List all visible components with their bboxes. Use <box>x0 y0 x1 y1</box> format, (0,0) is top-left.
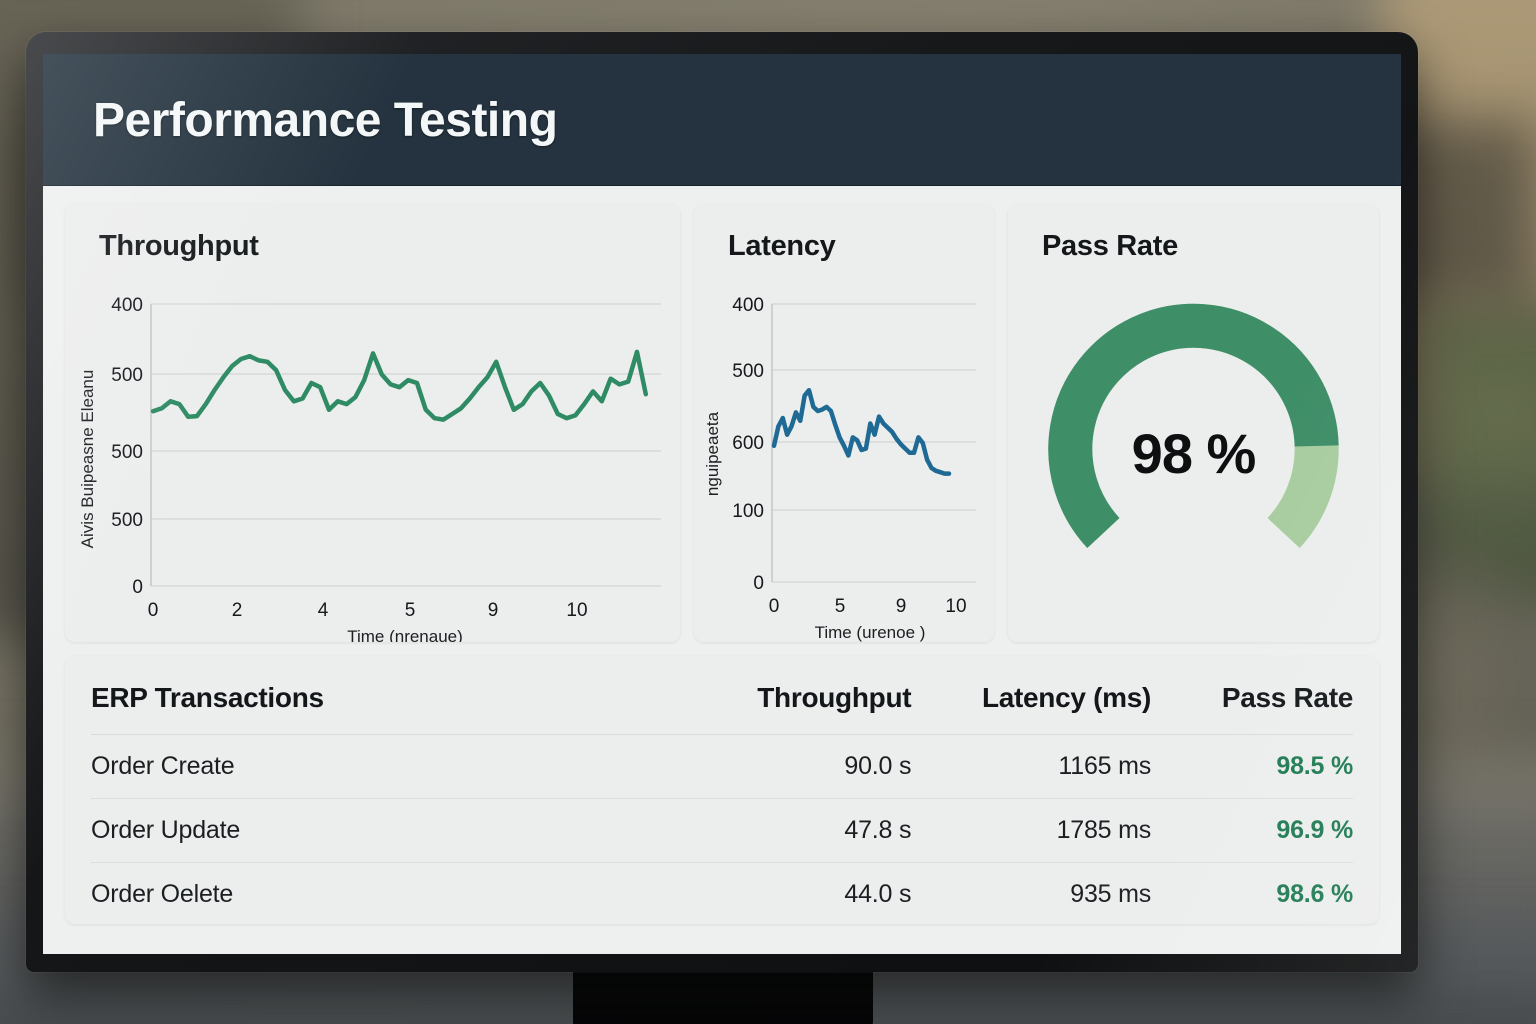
dashboard-body: Throughput 400 500 500 500 <box>43 186 1401 940</box>
monitor-bezel: Performance Testing Throughput <box>26 32 1418 972</box>
throughput-ytick-2: 500 <box>111 442 143 463</box>
throughput-ytick-3: 500 <box>111 510 143 531</box>
card-pass-rate-title: Pass Rate <box>1042 230 1178 262</box>
row-throughput: 90.0 s <box>671 734 911 799</box>
throughput-xtick-5: 10 <box>566 600 587 621</box>
page-title: Performance Testing <box>93 93 558 147</box>
card-latency[interactable]: Latency 400 500 600 100 0 0 <box>694 204 994 642</box>
latency-xtick-1: 5 <box>835 596 846 617</box>
latency-series-line <box>771 387 952 476</box>
gauge-value-arc <box>1048 303 1339 548</box>
card-throughput[interactable]: Throughput 400 500 500 500 <box>65 204 680 642</box>
app-header: Performance Testing <box>43 54 1401 186</box>
table-header-row: ERP Transactions Throughput Latency (ms)… <box>91 656 1353 735</box>
col-header-name[interactable]: ERP Transactions <box>91 656 672 735</box>
row-name: Order Create <box>91 734 672 799</box>
erp-transactions-table-card: ERP Transactions Throughput Latency (ms)… <box>65 656 1379 924</box>
latency-ytick-4: 0 <box>753 573 764 594</box>
throughput-line-chart: 400 500 500 500 0 0 2 4 5 9 10 Time (nre… <box>78 295 661 642</box>
row-latency: 935 ms <box>911 862 1151 924</box>
monitor-stand <box>573 968 873 1024</box>
row-latency: 1165 ms <box>911 734 1151 799</box>
pass-rate-value: 98 % <box>1131 421 1257 485</box>
row-throughput: 44.0 s <box>671 862 911 924</box>
latency-ytick-1: 500 <box>732 361 764 382</box>
table-row[interactable]: Order Oelete 44.0 s 935 ms 98.6 % <box>91 862 1353 924</box>
throughput-xtick-1: 2 <box>232 600 243 621</box>
latency-yaxis-label: nguipeaeta <box>703 411 722 496</box>
latency-ytick-0: 400 <box>732 295 764 316</box>
row-name: Order Oelete <box>91 862 672 924</box>
latency-line-chart: 400 500 600 100 0 0 5 9 10 Time (urenoe … <box>703 295 976 642</box>
throughput-ytick-1: 500 <box>111 365 143 386</box>
throughput-xtick-4: 9 <box>488 600 499 621</box>
throughput-xtick-0: 0 <box>148 600 159 621</box>
row-pass-rate: 98.6 % <box>1151 862 1353 924</box>
latency-ytick-3: 100 <box>732 501 764 522</box>
col-header-latency[interactable]: Latency (ms) <box>911 656 1151 735</box>
col-header-throughput[interactable]: Throughput <box>671 656 912 735</box>
row-latency: 1785 ms <box>911 798 1151 863</box>
throughput-series-line <box>150 349 649 422</box>
table-head: ERP Transactions Throughput Latency (ms)… <box>91 656 1353 735</box>
latency-xtick-0: 0 <box>769 596 780 617</box>
card-latency-title: Latency <box>728 230 836 262</box>
throughput-xtick-2: 4 <box>318 600 329 621</box>
table-row[interactable]: Order Update 47.8 s 1785 ms 96.9 % <box>91 798 1353 863</box>
metrics-card-row: Throughput 400 500 500 500 <box>65 204 1379 642</box>
row-pass-rate: 96.9 % <box>1151 798 1353 863</box>
card-throughput-title: Throughput <box>99 230 259 262</box>
card-pass-rate[interactable]: Pass Rate 98 % <box>1008 204 1379 642</box>
screen: Performance Testing Throughput <box>43 54 1401 954</box>
throughput-yaxis-label: Aivis Buipeasne Eleanu <box>78 370 97 549</box>
latency-xaxis-label: Time (urenoe ) <box>815 623 926 642</box>
pass-rate-gauge: 98 % <box>1008 284 1379 614</box>
gauge-svg <box>1048 303 1339 548</box>
throughput-ytick-4: 0 <box>132 577 143 598</box>
row-pass-rate: 98.5 % <box>1151 734 1353 799</box>
latency-xtick-2: 9 <box>896 596 907 617</box>
row-throughput: 47.8 s <box>671 798 911 863</box>
throughput-xaxis-label: Time (nrenaue) <box>347 627 463 642</box>
throughput-xtick-3: 5 <box>405 600 416 621</box>
throughput-ytick-0: 400 <box>111 295 143 316</box>
erp-transactions-table: ERP Transactions Throughput Latency (ms)… <box>91 656 1353 924</box>
latency-ytick-2: 600 <box>732 433 764 454</box>
row-name: Order Update <box>91 798 672 863</box>
col-header-pass-rate[interactable]: Pass Rate <box>1151 656 1353 735</box>
table-row[interactable]: Order Create 90.0 s 1165 ms 98.5 % <box>91 734 1353 799</box>
table-body: Order Create 90.0 s 1165 ms 98.5 % Order Upd… <box>91 734 1353 924</box>
latency-xtick-3: 10 <box>945 596 966 617</box>
